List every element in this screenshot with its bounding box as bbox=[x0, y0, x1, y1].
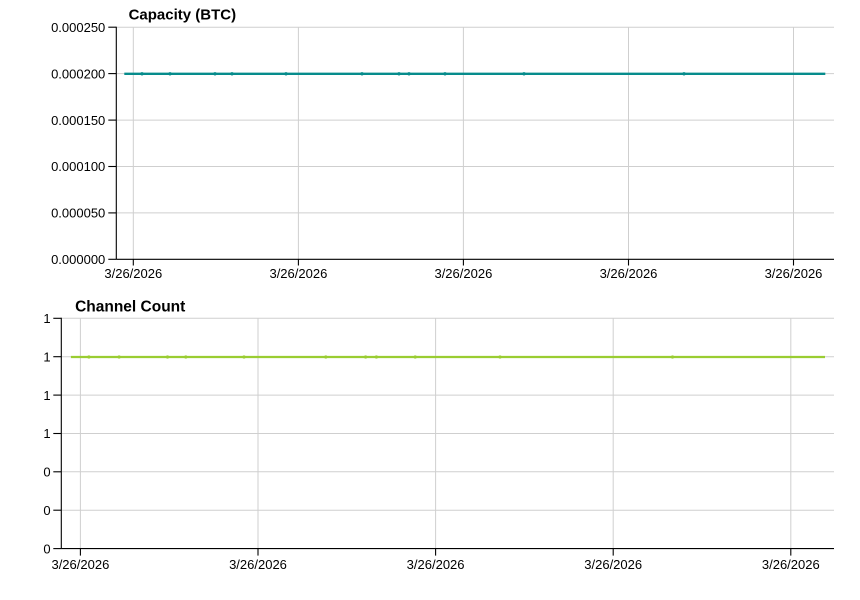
svg-text:3/26/2026: 3/26/2026 bbox=[51, 557, 109, 572]
svg-text:3/26/2026: 3/26/2026 bbox=[407, 557, 465, 572]
svg-text:Capacity (BTC): Capacity (BTC) bbox=[129, 7, 237, 24]
svg-text:0.000150: 0.000150 bbox=[51, 113, 105, 128]
svg-text:1: 1 bbox=[43, 349, 50, 364]
svg-text:0: 0 bbox=[43, 503, 50, 518]
svg-text:0.000050: 0.000050 bbox=[51, 206, 105, 221]
svg-text:3/26/2026: 3/26/2026 bbox=[434, 266, 492, 281]
svg-text:0.000200: 0.000200 bbox=[51, 66, 105, 81]
svg-text:0: 0 bbox=[43, 541, 50, 556]
svg-text:3/26/2026: 3/26/2026 bbox=[269, 266, 327, 281]
svg-text:1: 1 bbox=[43, 426, 50, 441]
svg-text:1: 1 bbox=[43, 311, 50, 326]
svg-text:3/26/2026: 3/26/2026 bbox=[104, 266, 162, 281]
svg-text:0: 0 bbox=[43, 465, 50, 480]
svg-text:3/26/2026: 3/26/2026 bbox=[765, 266, 823, 281]
svg-text:3/26/2026: 3/26/2026 bbox=[762, 557, 820, 572]
svg-text:0.000000: 0.000000 bbox=[51, 252, 105, 267]
svg-text:3/26/2026: 3/26/2026 bbox=[600, 266, 658, 281]
svg-text:Channel Count: Channel Count bbox=[75, 298, 185, 315]
svg-text:3/26/2026: 3/26/2026 bbox=[584, 557, 642, 572]
svg-text:0.000100: 0.000100 bbox=[51, 159, 105, 174]
svg-text:0.000250: 0.000250 bbox=[51, 20, 105, 35]
svg-text:1: 1 bbox=[43, 388, 50, 403]
svg-text:3/26/2026: 3/26/2026 bbox=[229, 557, 287, 572]
